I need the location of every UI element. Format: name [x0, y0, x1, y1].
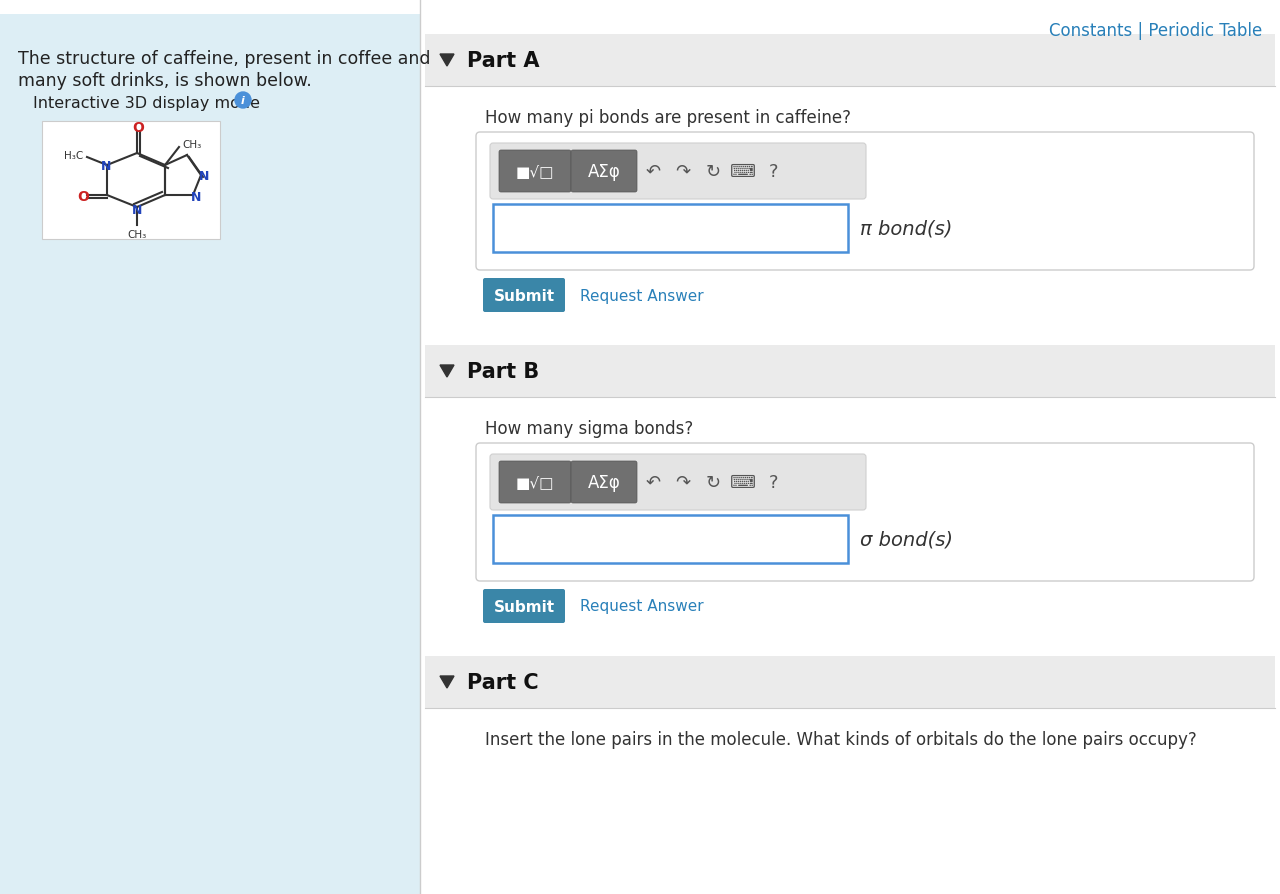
Text: N: N	[101, 159, 111, 173]
Text: Part A: Part A	[467, 51, 539, 71]
Text: How many sigma bonds?: How many sigma bonds?	[485, 419, 694, 437]
Text: Insert the lone pairs in the molecule. What kinds of orbitals do the lone pairs : Insert the lone pairs in the molecule. W…	[485, 730, 1197, 748]
FancyBboxPatch shape	[425, 35, 1275, 87]
Circle shape	[236, 93, 251, 109]
Text: ↻: ↻	[705, 474, 721, 492]
FancyBboxPatch shape	[42, 122, 220, 240]
Text: ⌨: ⌨	[730, 474, 756, 492]
Text: ?: ?	[768, 474, 778, 492]
FancyBboxPatch shape	[476, 133, 1254, 271]
Text: Submit: Submit	[493, 599, 554, 614]
Text: σ bond(s): σ bond(s)	[860, 530, 954, 549]
Text: many soft drinks, is shown below.: many soft drinks, is shown below.	[18, 72, 312, 90]
Text: ?: ?	[768, 163, 778, 181]
Text: ↶: ↶	[645, 163, 660, 181]
Text: Interactive 3D display mode: Interactive 3D display mode	[33, 96, 260, 111]
FancyBboxPatch shape	[483, 279, 564, 313]
Text: O: O	[132, 121, 143, 135]
FancyBboxPatch shape	[476, 443, 1254, 581]
Polygon shape	[440, 55, 454, 67]
Text: AΣφ: AΣφ	[588, 163, 621, 181]
FancyBboxPatch shape	[571, 461, 637, 503]
FancyBboxPatch shape	[571, 151, 637, 193]
FancyBboxPatch shape	[499, 461, 571, 503]
Text: How many pi bonds are present in caffeine?: How many pi bonds are present in caffein…	[485, 109, 851, 127]
Text: AΣφ: AΣφ	[588, 474, 621, 492]
Text: ↷: ↷	[676, 163, 691, 181]
FancyBboxPatch shape	[493, 205, 849, 253]
FancyBboxPatch shape	[483, 589, 564, 623]
Text: N: N	[198, 169, 209, 182]
Text: CH₃: CH₃	[182, 139, 201, 150]
Text: O: O	[77, 190, 88, 204]
Text: Part C: Part C	[467, 672, 539, 692]
Text: ⌨: ⌨	[730, 163, 756, 181]
Text: ↻: ↻	[705, 163, 721, 181]
Text: Part B: Part B	[467, 361, 539, 382]
Text: ↷: ↷	[676, 474, 691, 492]
Text: Submit: Submit	[493, 288, 554, 303]
FancyBboxPatch shape	[493, 516, 849, 563]
Text: Request Answer: Request Answer	[580, 599, 704, 614]
Text: N: N	[191, 190, 201, 203]
Text: ■√□: ■√□	[516, 164, 554, 180]
Polygon shape	[440, 676, 454, 688]
FancyBboxPatch shape	[490, 454, 867, 510]
FancyBboxPatch shape	[425, 656, 1275, 708]
FancyBboxPatch shape	[0, 15, 420, 894]
Text: The structure of caffeine, present in coffee and: The structure of caffeine, present in co…	[18, 50, 430, 68]
Polygon shape	[440, 366, 454, 377]
FancyBboxPatch shape	[425, 346, 1275, 398]
Text: N: N	[132, 203, 142, 216]
Text: i: i	[241, 96, 244, 105]
Text: H₃C: H₃C	[64, 151, 83, 161]
Text: Request Answer: Request Answer	[580, 288, 704, 303]
Text: CH₃: CH₃	[128, 230, 147, 240]
FancyBboxPatch shape	[490, 144, 867, 199]
Text: π bond(s): π bond(s)	[860, 219, 952, 238]
Text: ↶: ↶	[645, 474, 660, 492]
Text: ■√□: ■√□	[516, 475, 554, 490]
FancyBboxPatch shape	[499, 151, 571, 193]
Text: Constants | Periodic Table: Constants | Periodic Table	[1048, 22, 1262, 40]
